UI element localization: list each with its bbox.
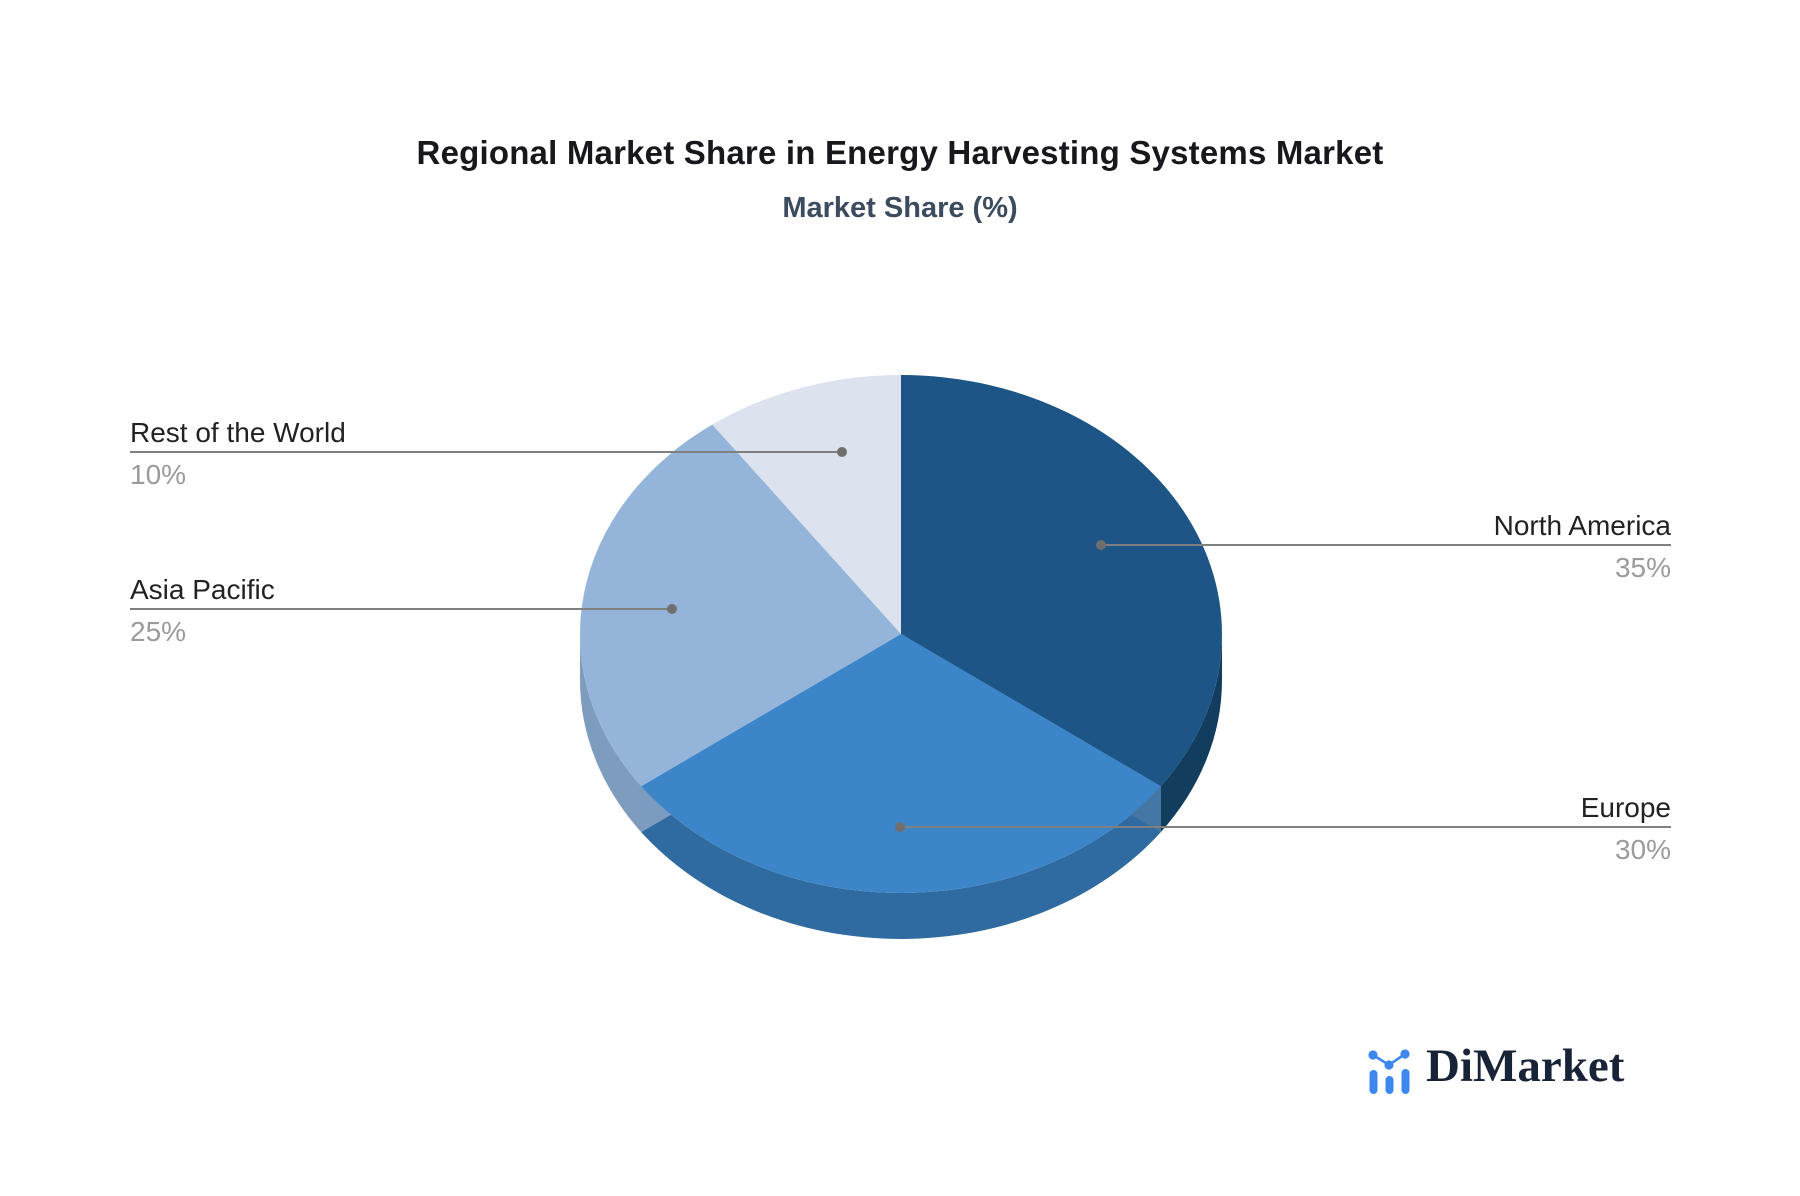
value-rest-of-the-world: 10% [130, 459, 187, 490]
value-europe: 30% [1614, 834, 1671, 865]
bar-line-chart-icon [1368, 1049, 1410, 1094]
pie-side-north-america [1160, 634, 1222, 833]
brand-logo-text: DiMarket [1426, 1040, 1625, 1092]
pie-slice-rest-of-the-world[interactable] [712, 375, 901, 634]
page-title: Regional Market Share in Energy Harvesti… [416, 134, 1384, 171]
leader-dot-north-america [1096, 540, 1106, 550]
pie-slice-asia-pacific[interactable] [580, 424, 901, 787]
leader-dot-asia-pacific [667, 604, 677, 614]
label-north-america: North America [1493, 510, 1671, 541]
leader-dot-europe [895, 822, 905, 832]
brand-logo: DiMarket [1366, 1042, 1624, 1096]
label-asia-pacific: Asia Pacific [130, 574, 275, 605]
value-asia-pacific: 25% [130, 616, 187, 647]
label-europe: Europe [1580, 792, 1671, 823]
pie-slice-north-america[interactable] [901, 375, 1222, 787]
pie-side-europe [641, 786, 1161, 939]
pie-slice-europe[interactable] [641, 634, 1161, 893]
value-north-america: 35% [1614, 552, 1671, 583]
label-rest-of-the-world: Rest of the World [130, 417, 346, 448]
chart-subtitle: Market Share (%) [782, 192, 1018, 224]
pie-side-asia-pacific [580, 634, 642, 833]
leader-dot-rest-of-the-world [837, 447, 847, 457]
